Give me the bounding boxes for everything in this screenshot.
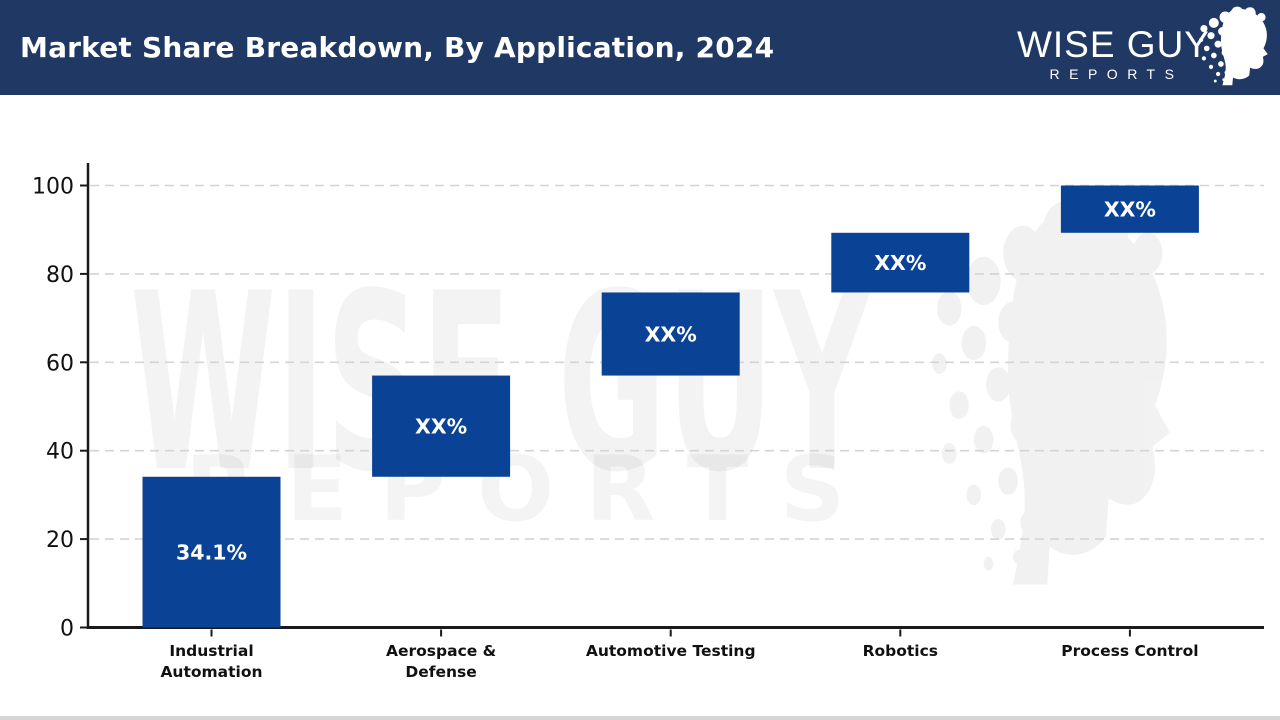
wiseguy-face-icon <box>1198 6 1268 86</box>
bar-automotive-testing <box>601 292 740 376</box>
y-tick-label: 100 <box>32 175 74 200</box>
face-profile <box>1220 8 1268 86</box>
face-dot <box>1203 45 1210 52</box>
footer-strip <box>0 716 1280 720</box>
logo-wordmark: WISE GUY <box>1016 24 1210 65</box>
bar-value-label: 34.1% <box>176 541 247 565</box>
category-label: Process Control <box>1061 642 1198 660</box>
logo-subtext: REPORTS <box>1049 66 1184 82</box>
category-label: Industrial Automation <box>160 642 262 681</box>
face-dot <box>1200 25 1208 33</box>
category-label: Aerospace & Defense <box>386 642 496 681</box>
face-dot <box>1208 17 1219 28</box>
face-dot <box>1215 71 1221 77</box>
face-dot <box>1218 61 1224 67</box>
bar-value-label: XX% <box>415 415 467 439</box>
bar-process-control <box>1060 185 1199 233</box>
wiseguy-logo: WISE GUY REPORTS <box>1017 4 1272 90</box>
category-label: Automotive Testing <box>586 642 756 660</box>
y-tick-label: 60 <box>46 351 74 376</box>
category-label: Robotics <box>863 642 938 660</box>
y-tick-label: 40 <box>46 440 74 465</box>
bar-robotics <box>831 232 970 293</box>
bar-value-label: XX% <box>874 251 926 275</box>
face-dot <box>1211 52 1217 59</box>
face-dot <box>1198 37 1204 43</box>
face-dot <box>1201 56 1207 61</box>
face-dot <box>1207 32 1215 40</box>
face-dot <box>1208 64 1214 69</box>
bar-industrial-automation <box>142 476 281 628</box>
bar-value-label: XX% <box>645 323 697 347</box>
face-dot <box>1213 79 1217 83</box>
bar-value-label: XX% <box>1104 198 1156 222</box>
page-title: Market Share Breakdown, By Application, … <box>20 31 775 64</box>
bar-aerospace-defense <box>372 375 511 477</box>
y-tick-label: 0 <box>60 617 74 642</box>
y-tick-label: 80 <box>46 263 74 288</box>
header-bar: Market Share Breakdown, By Application, … <box>0 0 1280 95</box>
face-dot <box>1214 40 1222 48</box>
y-tick-label: 20 <box>46 528 74 553</box>
